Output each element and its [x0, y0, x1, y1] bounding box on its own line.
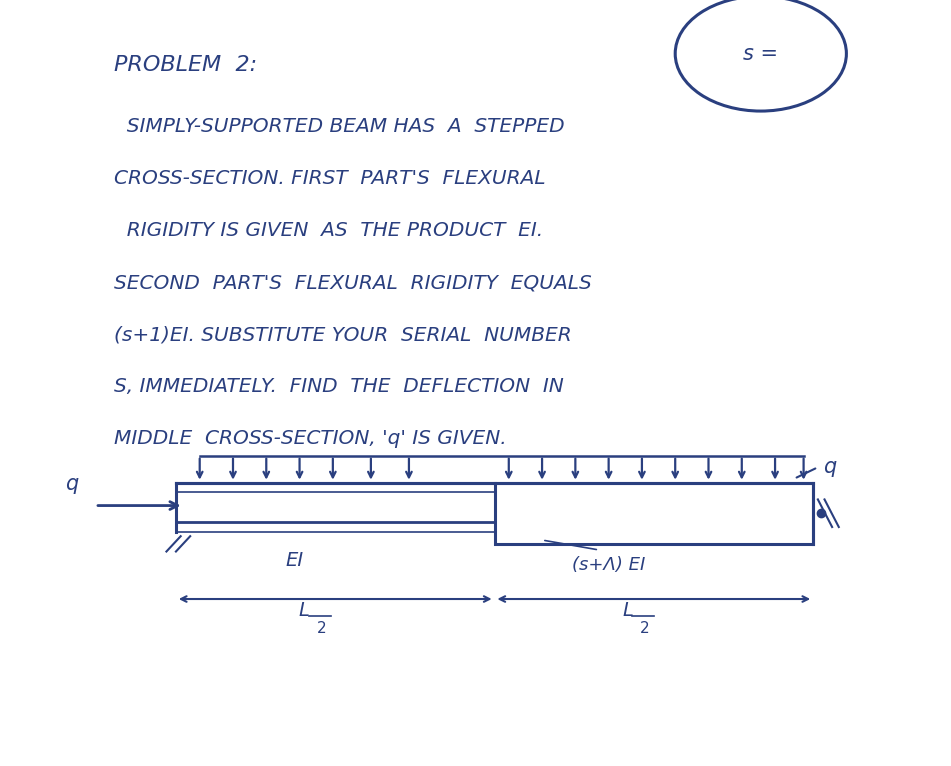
Text: CROSS-SECTION. FIRST  PART'S  FLEXURAL: CROSS-SECTION. FIRST PART'S FLEXURAL [114, 169, 546, 188]
Text: 2: 2 [317, 620, 326, 636]
Text: S, IMMEDIATELY.  FIND  THE  DEFLECTION  IN: S, IMMEDIATELY. FIND THE DEFLECTION IN [114, 378, 564, 396]
Text: L: L [622, 601, 633, 620]
Text: RIGIDITY IS GIVEN  AS  THE PRODUCT  EI.: RIGIDITY IS GIVEN AS THE PRODUCT EI. [114, 221, 543, 240]
Text: SECOND  PART'S  FLEXURAL  RIGIDITY  EQUALS: SECOND PART'S FLEXURAL RIGIDITY EQUALS [114, 273, 592, 292]
Text: L: L [299, 601, 310, 620]
Text: (s+1)EI. SUBSTITUTE YOUR  SERIAL  NUMBER: (s+1)EI. SUBSTITUTE YOUR SERIAL NUMBER [114, 326, 572, 344]
Text: 2: 2 [640, 620, 650, 636]
Text: (s+Λ) EI: (s+Λ) EI [572, 556, 646, 574]
Text: PROBLEM  2:: PROBLEM 2: [114, 55, 257, 75]
Text: SIMPLY-SUPPORTED BEAM HAS  A  STEPPED: SIMPLY-SUPPORTED BEAM HAS A STEPPED [114, 117, 565, 136]
Text: q: q [823, 457, 836, 477]
Bar [495, 483, 813, 544]
Text: MIDDLE  CROSS-SECTION, 'q' IS GIVEN.: MIDDLE CROSS-SECTION, 'q' IS GIVEN. [114, 430, 507, 448]
Text: EI: EI [285, 552, 304, 570]
Text: q: q [65, 474, 78, 494]
Text: s =: s = [744, 44, 778, 64]
